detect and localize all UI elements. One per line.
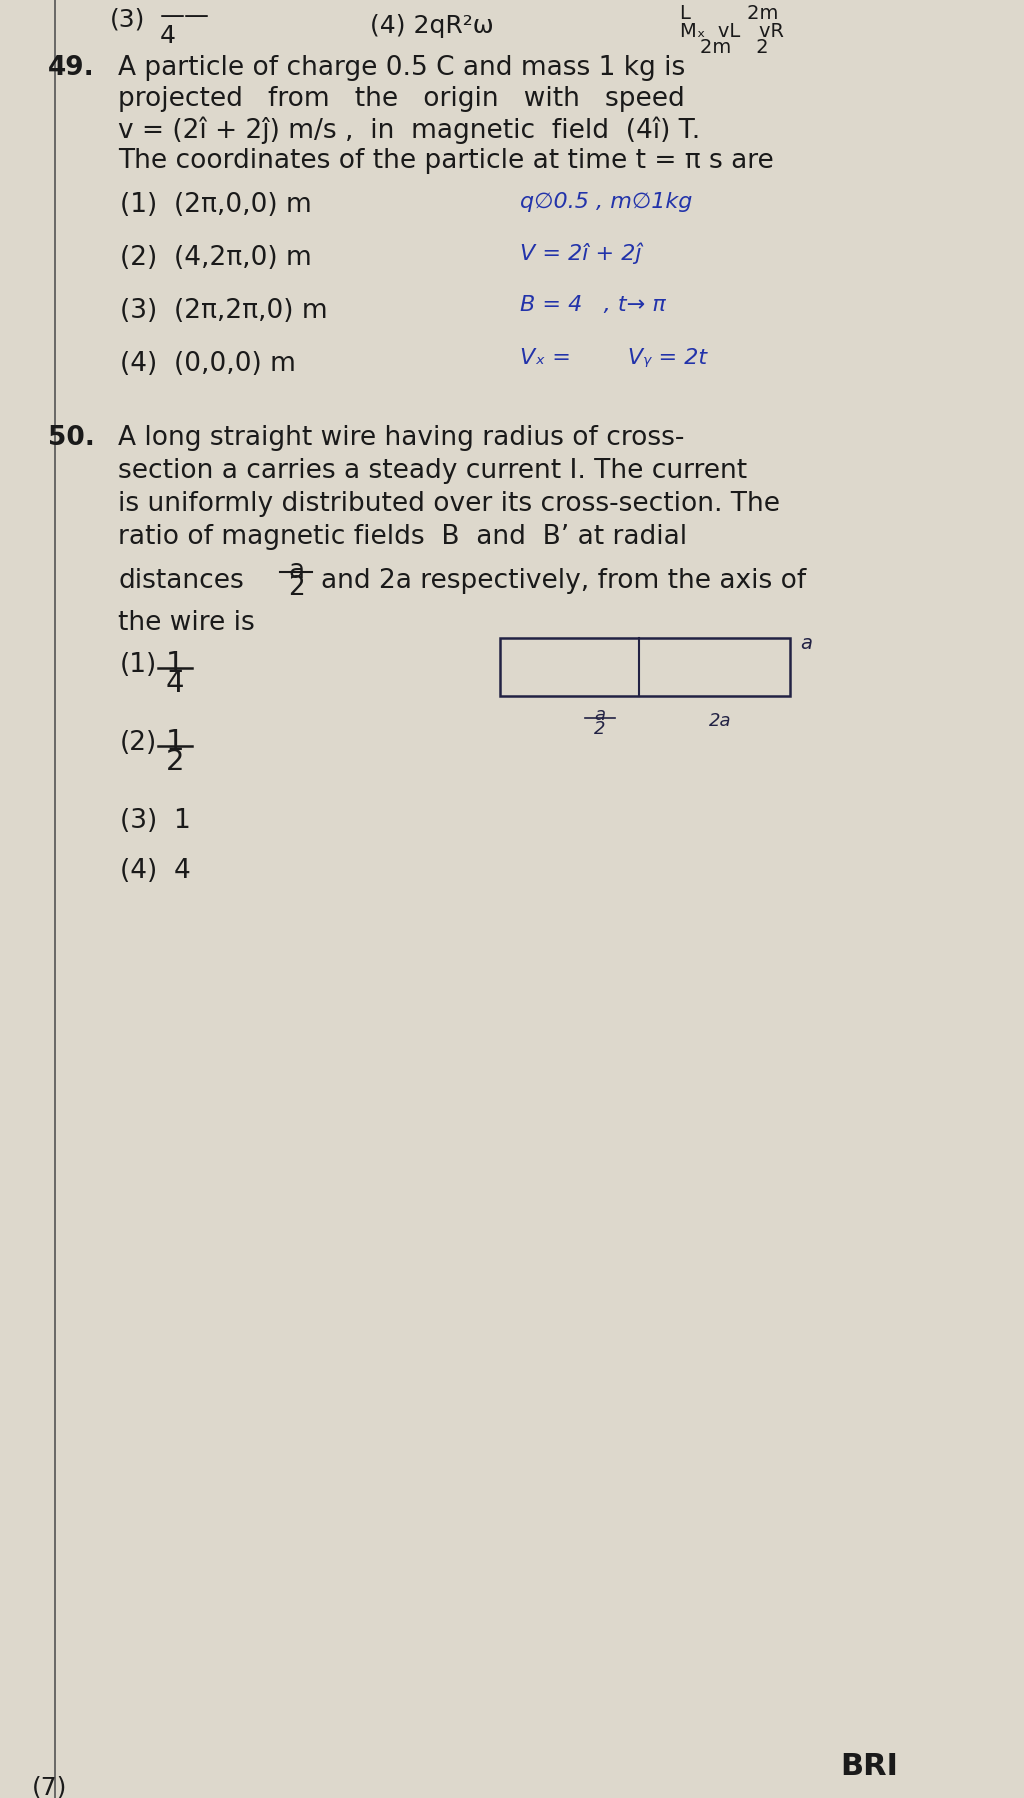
Text: The coordinates of the particle at time t = π s are: The coordinates of the particle at time … [118,147,774,174]
Text: (3): (3) [110,7,145,32]
Text: L         2m: L 2m [680,4,778,23]
Text: A particle of charge 0.5 C and mass 1 kg is: A particle of charge 0.5 C and mass 1 kg… [118,56,685,81]
Text: V = 2î + 2ĵ: V = 2î + 2ĵ [520,243,641,264]
Text: (4)  (0,0,0) m: (4) (0,0,0) m [120,351,296,378]
Text: (4) 2qR²ω: (4) 2qR²ω [370,14,494,38]
Text: BRI: BRI [840,1751,898,1782]
Text: 4: 4 [160,23,176,49]
Text: section a carries a steady current I. The current: section a carries a steady current I. Th… [118,458,748,484]
Text: and 2a respectively, from the axis of: and 2a respectively, from the axis of [321,568,806,593]
Text: Vₓ =        Vᵧ = 2t: Vₓ = Vᵧ = 2t [520,349,708,369]
Text: 4: 4 [166,671,184,698]
Text: a: a [595,707,605,725]
Text: ratio of magnetic fields  B  and  B’ at radial: ratio of magnetic fields B and B’ at rad… [118,523,687,550]
Text: a: a [800,635,812,653]
Text: 2: 2 [594,719,606,737]
Text: Mₓ  vL   vR: Mₓ vL vR [680,22,784,41]
Text: 1: 1 [166,728,184,755]
Text: 1: 1 [166,651,184,678]
Text: (4)  4: (4) 4 [120,858,190,885]
Text: 2: 2 [288,575,304,601]
Text: projected   from   the   origin   with   speed: projected from the origin with speed [118,86,685,111]
Text: 2: 2 [166,748,184,777]
Text: A long straight wire having radius of cross-: A long straight wire having radius of cr… [118,424,684,451]
Text: q∅0.5 , m∅1kg: q∅0.5 , m∅1kg [520,192,692,212]
Text: (1): (1) [120,653,158,678]
Text: (1)  (2π,0,0) m: (1) (2π,0,0) m [120,192,311,218]
Text: (7): (7) [32,1775,68,1798]
Text: 2m    2: 2m 2 [700,38,769,58]
Text: (2): (2) [120,730,158,755]
Text: (3)  1: (3) 1 [120,807,190,834]
Text: B = 4   , t→ π: B = 4 , t→ π [520,295,666,315]
Text: distances: distances [118,568,244,593]
Text: v = (2î + 2ĵ) m/s ,  in  magnetic  field  (4î) T.: v = (2î + 2ĵ) m/s , in magnetic field (4… [118,117,700,144]
Text: (3)  (2π,2π,0) m: (3) (2π,2π,0) m [120,298,328,324]
Text: is uniformly distributed over its cross-section. The: is uniformly distributed over its cross-… [118,491,780,518]
Text: ——: —— [160,4,210,29]
Text: 2a: 2a [709,712,731,730]
Text: the wire is: the wire is [118,610,255,636]
Text: 49.: 49. [48,56,95,81]
Text: (2)  (4,2π,0) m: (2) (4,2π,0) m [120,245,311,271]
Text: a: a [288,557,304,584]
Text: 50.: 50. [48,424,95,451]
Bar [500,638,790,696]
